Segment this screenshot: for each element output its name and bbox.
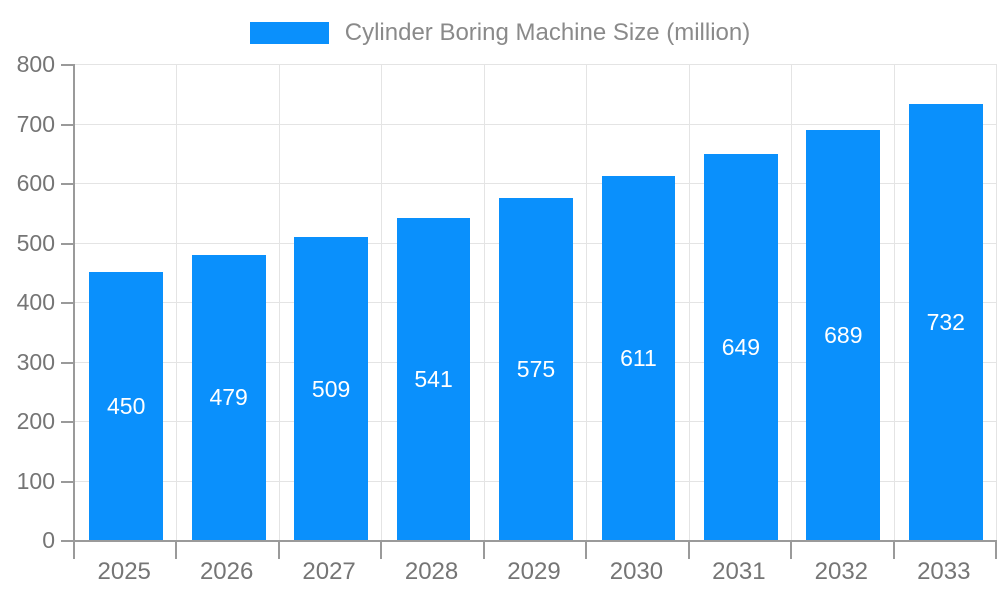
y-axis-tick [61, 183, 73, 185]
bar-2027[interactable] [294, 237, 368, 540]
gridline-v [381, 64, 383, 540]
legend-swatch [249, 22, 329, 44]
y-axis-tick [61, 302, 73, 304]
x-axis-tick [73, 542, 75, 559]
x-axis-tick [585, 542, 588, 559]
x-axis-tick-label: 2025 [97, 558, 151, 585]
y-axis-tick [61, 480, 73, 483]
x-axis-tick-label: 2031 [712, 558, 766, 585]
x-axis-tick [482, 542, 485, 559]
y-axis-tick-label: 800 [16, 51, 55, 77]
x-axis-tick-label: 2029 [507, 558, 561, 585]
gridline-h [75, 64, 997, 65]
y-axis-tick-label: 300 [16, 348, 55, 375]
gridline-v [791, 64, 793, 540]
bar-2029[interactable] [499, 197, 573, 540]
gridline-h [75, 183, 997, 184]
y-axis-tick-label: 200 [16, 408, 55, 434]
gridline-v [893, 64, 895, 540]
bar-value-label: 479 [209, 384, 248, 411]
gridline-v [483, 64, 485, 540]
bar-2032[interactable] [806, 130, 881, 540]
y-axis-tick-label: 600 [16, 170, 55, 196]
gridline-v [176, 64, 178, 540]
gridline-v [586, 64, 588, 540]
x-axis-tick [892, 542, 895, 559]
x-axis-tick-label: 2032 [814, 558, 869, 585]
bar-value-label: 689 [824, 322, 863, 349]
bar-value-label: 649 [721, 333, 761, 360]
bar-value-label: 509 [311, 375, 351, 402]
y-axis-tick [61, 421, 73, 423]
x-axis-tick-label: 2028 [404, 558, 459, 585]
bar-value-label: 450 [107, 393, 146, 420]
bar-2031[interactable] [704, 153, 778, 540]
bar-value-label: 611 [620, 345, 657, 372]
bar-value-label: 541 [414, 366, 453, 393]
y-axis-tick-label: 700 [16, 110, 55, 137]
bar-2030[interactable] [601, 176, 676, 540]
x-axis-tick [995, 542, 997, 559]
x-axis-tick-label: 2026 [199, 558, 254, 585]
x-axis-tick-label: 2030 [609, 558, 664, 585]
x-axis-tick [790, 542, 793, 559]
bar-2025[interactable] [89, 272, 164, 540]
x-axis-tick [277, 542, 280, 559]
x-axis-tick [687, 542, 690, 559]
y-axis-tick-label: 0 [42, 527, 55, 553]
y-axis-tick [61, 242, 73, 245]
y-axis-tick [61, 64, 73, 66]
x-axis-tick [380, 542, 383, 559]
gridline-v [996, 64, 997, 540]
y-axis-tick [61, 123, 73, 126]
bar-2026[interactable] [191, 255, 266, 540]
y-axis-tick [61, 540, 73, 542]
plot-area: 450 479 509 541 575 611 649 689 732 [73, 64, 997, 542]
y-axis-tick-label: 400 [16, 289, 55, 315]
y-axis-tick-label: 500 [16, 229, 55, 256]
x-axis-tick-label: 2027 [302, 558, 356, 585]
x-axis-tick-label: 2033 [917, 558, 971, 585]
legend[interactable]: Cylinder Boring Machine Size (million) [0, 19, 1000, 46]
x-axis-tick [175, 542, 178, 559]
bar-value-label: 732 [926, 309, 965, 336]
legend-label: Cylinder Boring Machine Size (million) [344, 19, 751, 46]
gridline-v [688, 64, 690, 540]
bar-value-label: 575 [516, 355, 556, 382]
gridline-h [75, 123, 997, 125]
y-axis-tick [61, 361, 73, 364]
gridline-v [278, 64, 280, 540]
bar-2033[interactable] [908, 104, 983, 540]
bar-2028[interactable] [396, 218, 471, 540]
y-axis-tick-label: 100 [16, 467, 55, 494]
